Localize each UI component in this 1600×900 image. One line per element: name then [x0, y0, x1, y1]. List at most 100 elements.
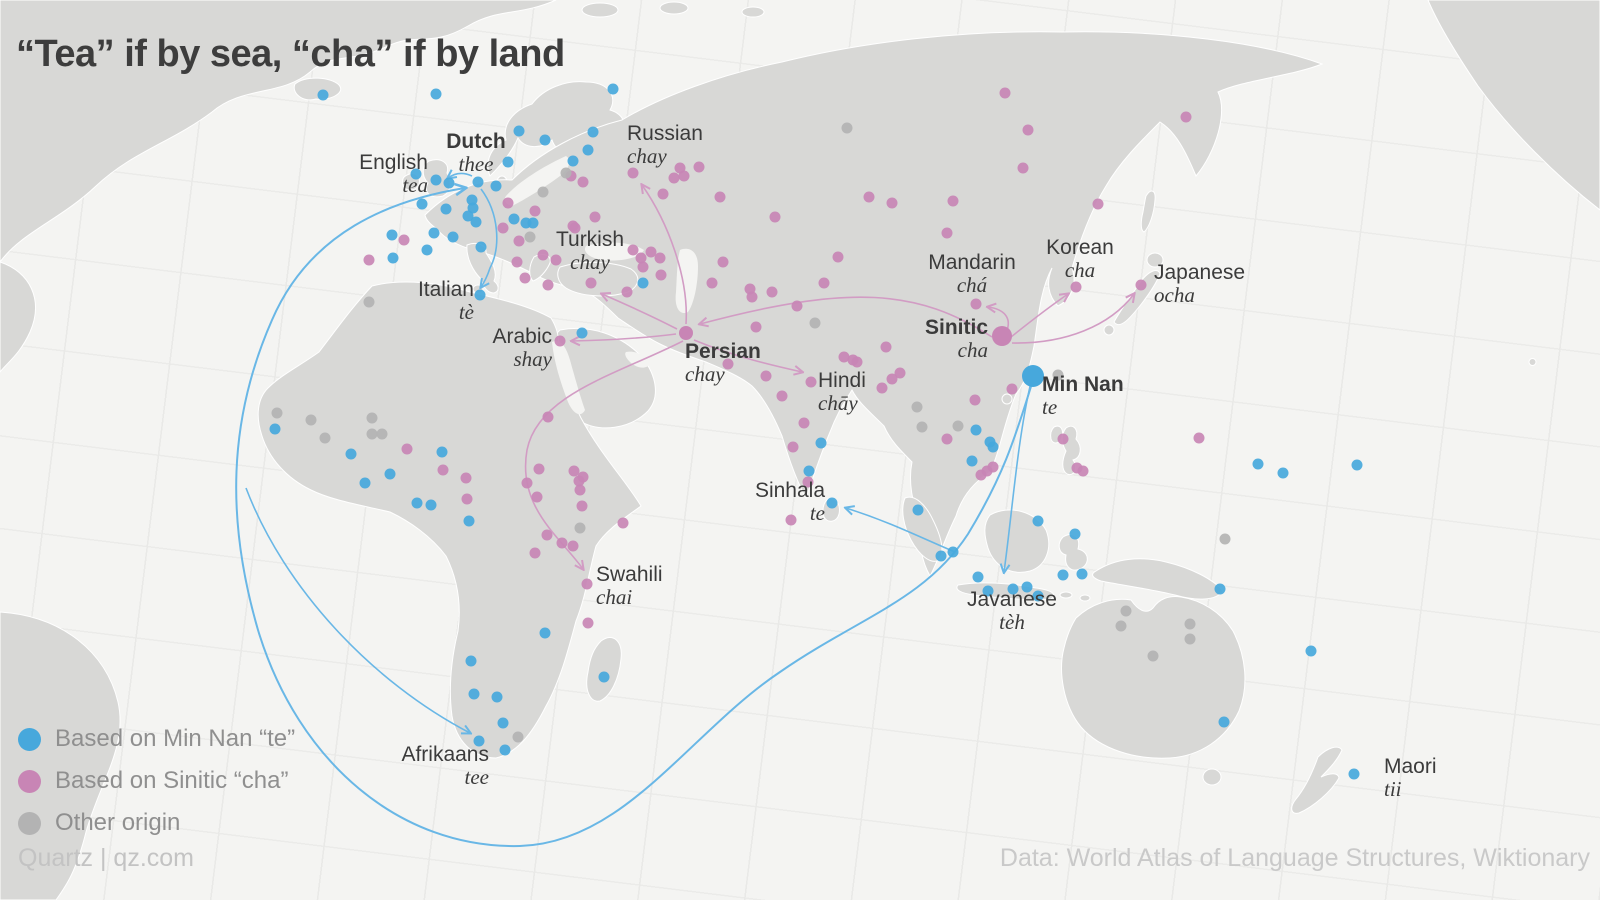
- language-dot-te: [637, 277, 649, 289]
- language-dot-cha: [766, 286, 778, 298]
- land-hokkaido: [1146, 252, 1164, 268]
- tea-word: chay: [627, 144, 667, 168]
- language-dot-te: [384, 468, 396, 480]
- land-madagascar: [586, 636, 622, 702]
- language-name: Persian: [685, 340, 761, 363]
- language-dot-cha: [769, 211, 781, 223]
- language-dot-cha: [838, 351, 850, 363]
- language-name: Afrikaans: [401, 743, 489, 766]
- language-dot-other: [952, 420, 964, 432]
- sea-caspian: [675, 248, 698, 314]
- language-dot-cha: [542, 411, 554, 423]
- language-dot-cha: [529, 205, 541, 217]
- language-dot-cha: [541, 529, 553, 541]
- language-dot-cha: [550, 254, 562, 266]
- language-name: Sinhala: [754, 479, 825, 502]
- language-dot-cha: [851, 356, 863, 368]
- language-dot-te: [466, 194, 478, 206]
- tea-word: shay: [513, 347, 553, 371]
- language-dot-other: [366, 428, 378, 440]
- tea-word: tee: [464, 765, 489, 789]
- sinitic-hub: [992, 326, 1012, 346]
- language-dot-te: [436, 446, 448, 458]
- language-dot-te: [1032, 590, 1044, 602]
- language-dot-te: [539, 134, 551, 146]
- language-name: Hindi: [818, 369, 866, 392]
- language-dot-te: [966, 455, 978, 467]
- land-na-right: [1427, 0, 1600, 211]
- language-dot-other: [841, 122, 853, 134]
- land-tasmania: [1202, 768, 1222, 786]
- language-dot-other: [560, 167, 572, 179]
- language-dot-te: [598, 671, 610, 683]
- language-dot-te: [815, 437, 827, 449]
- language-dot-te: [447, 231, 459, 243]
- language-dot-cha: [460, 472, 472, 484]
- language-dot-te: [803, 465, 815, 477]
- language-dot-cha: [668, 172, 680, 184]
- language-dot-cha: [627, 244, 639, 256]
- language-dot-cha: [654, 252, 666, 264]
- language-dot-cha: [554, 335, 566, 347]
- language-name: Japanese: [1154, 261, 1246, 284]
- language-dot-te: [972, 571, 984, 583]
- language-dot-cha: [637, 261, 649, 273]
- route-sinhala-branch: [846, 508, 956, 553]
- land-italy: [466, 242, 499, 294]
- language-dot-cha: [776, 390, 788, 402]
- language-dot-cha: [1006, 383, 1018, 395]
- sea-persian-gulf: [625, 351, 650, 368]
- tea-word: ocha: [1154, 283, 1195, 307]
- language-dot-cha: [941, 433, 953, 445]
- language-dot-cha: [880, 341, 892, 353]
- language-dot-te: [1218, 716, 1230, 728]
- language-name: Mandarin: [928, 251, 1016, 274]
- language-label-italian: Italian tè: [417, 278, 474, 324]
- language-dot-other: [574, 522, 586, 534]
- tea-word: chay: [685, 362, 725, 386]
- language-dot-other: [366, 412, 378, 424]
- language-dot-other: [1120, 605, 1132, 617]
- minnan-hub: [1022, 365, 1044, 387]
- land-hawaii: [1528, 358, 1537, 366]
- tea-word: tea: [402, 173, 428, 197]
- language-label-arabic: Arabic shay: [492, 326, 553, 371]
- language-dot-te: [410, 168, 422, 180]
- language-dot-te: [502, 156, 514, 168]
- language-dot-te: [463, 515, 475, 527]
- language-dot-cha: [714, 191, 726, 203]
- language-dot-cha: [1022, 124, 1034, 136]
- language-dot-other: [271, 407, 283, 419]
- language-dot-te: [1057, 569, 1069, 581]
- legend-item-other: Other origin: [18, 802, 295, 844]
- language-dot-cha: [568, 465, 580, 477]
- language-dot-cha: [461, 493, 473, 505]
- land-new-zealand: [1291, 746, 1343, 814]
- language-dot-cha: [750, 321, 762, 333]
- language-dot-cha: [832, 251, 844, 263]
- land-sakhalin: [1140, 190, 1156, 233]
- language-dot-te: [430, 174, 442, 186]
- language-dot-cha: [363, 254, 375, 266]
- language-dot-cha: [576, 500, 588, 512]
- language-dot-other: [363, 296, 375, 308]
- tea-word: chāy: [818, 391, 858, 415]
- language-label-russian: Russian chay: [627, 123, 703, 168]
- language-dot-other: [916, 421, 928, 433]
- route-sea-main: [235, 188, 1034, 848]
- language-name: Italian: [417, 278, 474, 301]
- route-sinitic-korean: [1010, 294, 1068, 338]
- language-dot-other: [1147, 650, 1159, 662]
- language-dot-cha: [746, 291, 758, 303]
- language-dot-cha: [635, 252, 647, 264]
- language-dot-cha: [569, 222, 581, 234]
- language-dot-cha: [805, 376, 817, 388]
- language-name: Korean: [1046, 236, 1114, 259]
- language-dot-cha: [556, 537, 568, 549]
- language-dot-cha: [1180, 111, 1192, 123]
- language-dot-te: [387, 252, 399, 264]
- language-dot-cha: [1070, 281, 1082, 293]
- credit-data-source: Data: World Atlas of Language Structures…: [999, 844, 1590, 872]
